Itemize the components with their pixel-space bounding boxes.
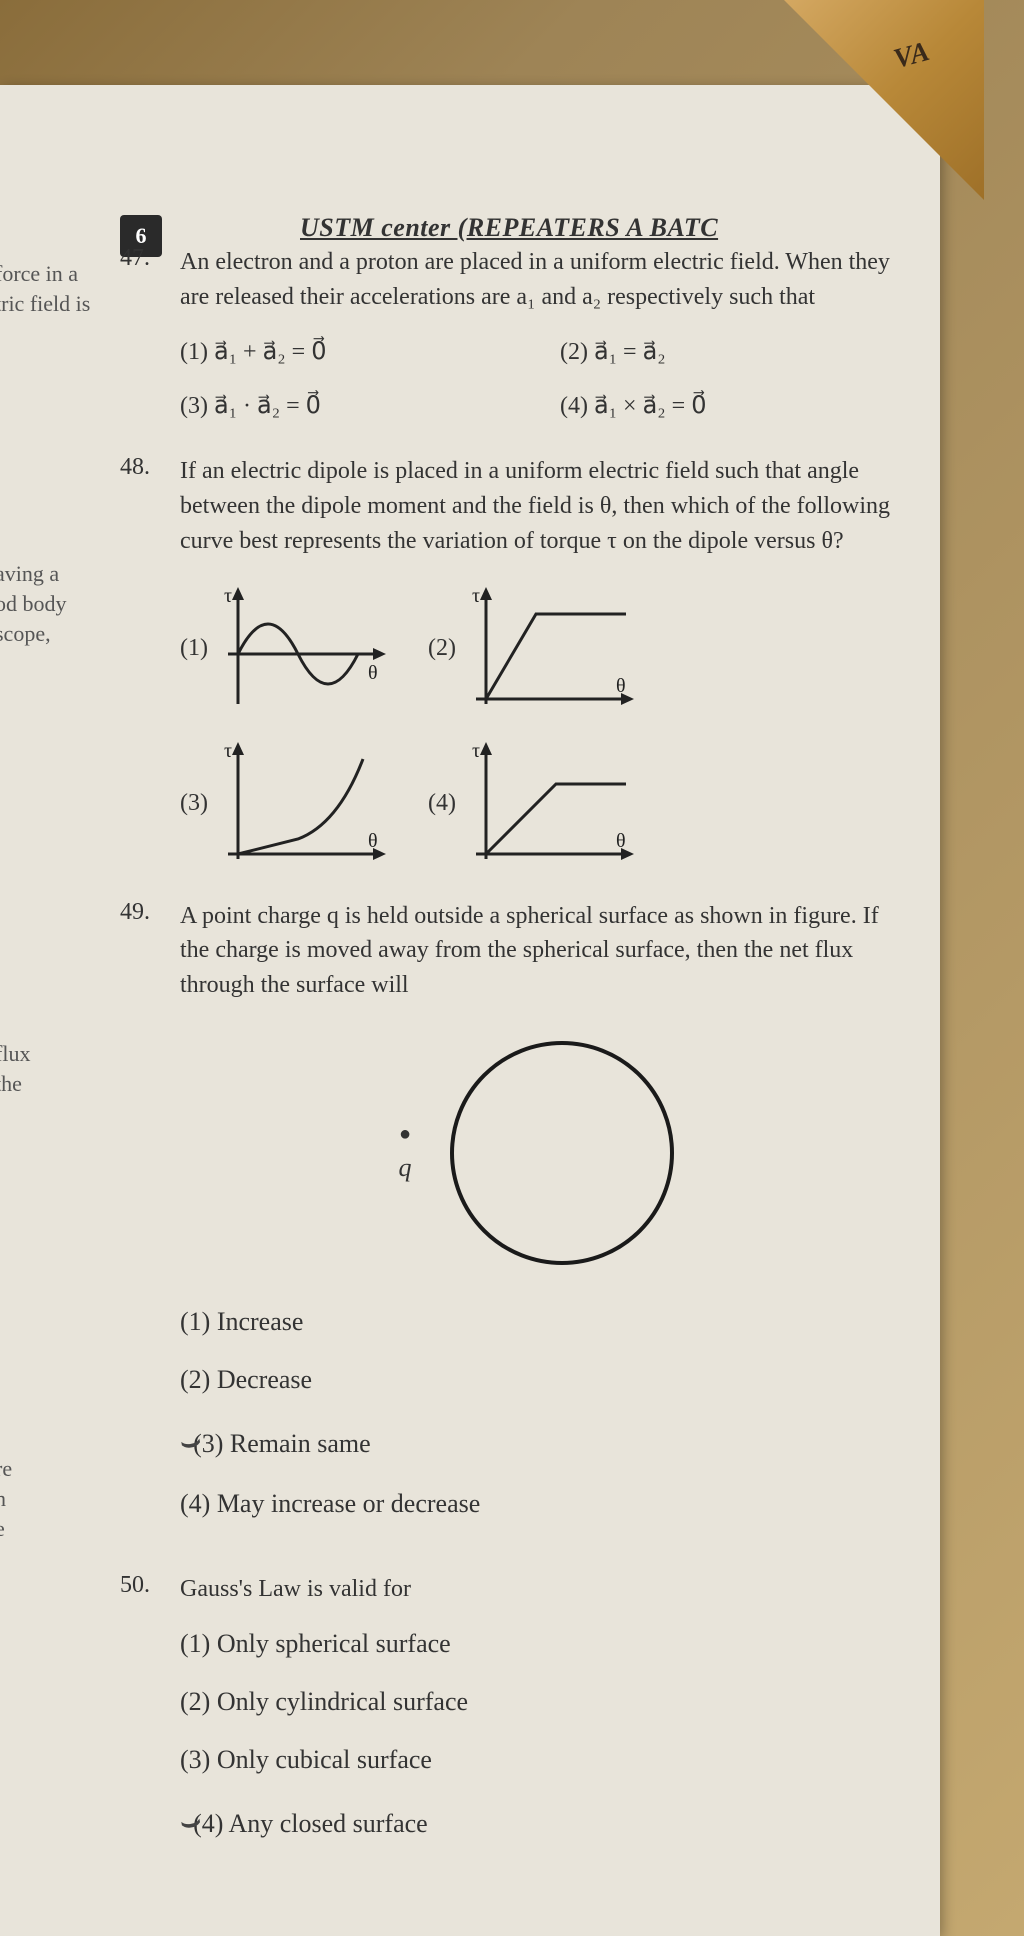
q49-opt3: ⌣(3) Remain same <box>180 1418 900 1464</box>
q50-opt4-text: (4) Any closed surface <box>193 1809 428 1838</box>
graph-linear-flat-icon: τ θ <box>466 739 636 869</box>
side-text-3a: flux <box>0 1040 30 1069</box>
side-text-2b: od body <box>0 590 67 619</box>
checkmark-icon: ⌣ <box>176 1797 205 1846</box>
svg-text:τ: τ <box>472 585 480 607</box>
question-48: 48. If an electric dipole is placed in a… <box>120 454 900 868</box>
svg-text:θ: θ <box>616 830 626 852</box>
side-text-2c: scope, <box>0 620 51 649</box>
q50-number: 50. <box>120 1572 180 1864</box>
q50-opt1: (1) Only spherical surface <box>180 1625 900 1663</box>
q48-graphs-row2: (3) τ θ (4) <box>180 739 900 869</box>
q49-charge-label: q <box>399 1149 412 1187</box>
q48-graph3-label: (3) <box>180 786 208 821</box>
q49-opt2: (2) Decrease <box>180 1361 900 1399</box>
q50-opt2: (2) Only cylindrical surface <box>180 1683 900 1721</box>
q49-number: 49. <box>120 899 180 1543</box>
svg-text:τ: τ <box>472 740 480 762</box>
graph-sine-icon: τ θ <box>218 584 388 714</box>
q48-graphs-row1: (1) τ θ (2) <box>180 584 900 714</box>
content-area: 47. An electron and a proton are placed … <box>120 245 900 1895</box>
q49-charge: ● q <box>399 1120 412 1187</box>
q49-opt1: (1) Increase <box>180 1303 900 1341</box>
side-text-4a: re <box>0 1455 12 1484</box>
q47-opt2: (2) a⃗₁ = a⃗₂ <box>560 335 900 370</box>
svg-text:θ: θ <box>616 675 626 697</box>
q47-text: An electron and a proton are placed in a… <box>180 245 900 315</box>
side-text-1b: tric field is <box>0 290 90 319</box>
q50-text: Gauss's Law is valid for <box>180 1572 900 1607</box>
q48-graph1-label: (1) <box>180 631 208 666</box>
q48-text: If an electric dipole is placed in a uni… <box>180 454 900 558</box>
q49-options: (1) Increase (2) Decrease ⌣(3) Remain sa… <box>180 1303 900 1522</box>
header-title: USTM center (REPEATERS A BATC <box>300 213 718 243</box>
q47-opt1: (1) a⃗₁ + a⃗₂ = 0⃗ <box>180 335 520 370</box>
q50-options: (1) Only spherical surface (2) Only cyli… <box>180 1625 900 1844</box>
q49-text: A point charge q is held outside a spher… <box>180 899 900 1003</box>
q49-opt4: (4) May increase or decrease <box>180 1485 900 1523</box>
sphere-icon <box>442 1033 682 1273</box>
side-text-1a: force in a <box>0 260 78 289</box>
side-text-2a: aving a <box>0 560 59 589</box>
q48-graph2-label: (2) <box>428 631 456 666</box>
q48-graph4: (4) τ θ <box>428 739 636 869</box>
svg-text:θ: θ <box>368 830 378 852</box>
svg-text:τ: τ <box>224 585 232 607</box>
q48-graph4-label: (4) <box>428 786 456 821</box>
side-text-4c: e <box>0 1515 5 1544</box>
q48-graph1: (1) τ θ <box>180 584 388 714</box>
graph-curve-up-icon: τ θ <box>218 739 388 869</box>
question-50: 50. Gauss's Law is valid for (1) Only sp… <box>120 1572 900 1864</box>
exam-paper: 6 USTM center (REPEATERS A BATC force in… <box>0 85 940 1936</box>
question-49: 49. A point charge q is held outside a s… <box>120 899 900 1543</box>
q47-number: 47. <box>120 245 180 424</box>
q50-opt3: (3) Only cubical surface <box>180 1741 900 1779</box>
svg-text:θ: θ <box>368 662 378 684</box>
q48-graph3: (3) τ θ <box>180 739 388 869</box>
q50-opt4: ⌣(4) Any closed surface <box>180 1798 900 1844</box>
q48-number: 48. <box>120 454 180 868</box>
side-text-3b: the <box>0 1070 22 1099</box>
q47-opt4: (4) a⃗₁ × a⃗₂ = 0⃗ <box>560 389 900 424</box>
q47-options: (1) a⃗₁ + a⃗₂ = 0⃗ (2) a⃗₁ = a⃗₂ (3) a⃗₁… <box>180 335 900 425</box>
q49-figure: ● q <box>180 1033 900 1273</box>
svg-text:τ: τ <box>224 740 232 762</box>
q48-graph2: (2) τ θ <box>428 584 636 714</box>
q47-opt3: (3) a⃗₁ · a⃗₂ = 0⃗ <box>180 389 520 424</box>
question-47: 47. An electron and a proton are placed … <box>120 245 900 424</box>
checkmark-icon: ⌣ <box>176 1417 205 1466</box>
side-text-4b: n <box>0 1485 6 1514</box>
graph-ramp-flat-icon: τ θ <box>466 584 636 714</box>
q49-opt3-text: (3) Remain same <box>193 1429 371 1458</box>
